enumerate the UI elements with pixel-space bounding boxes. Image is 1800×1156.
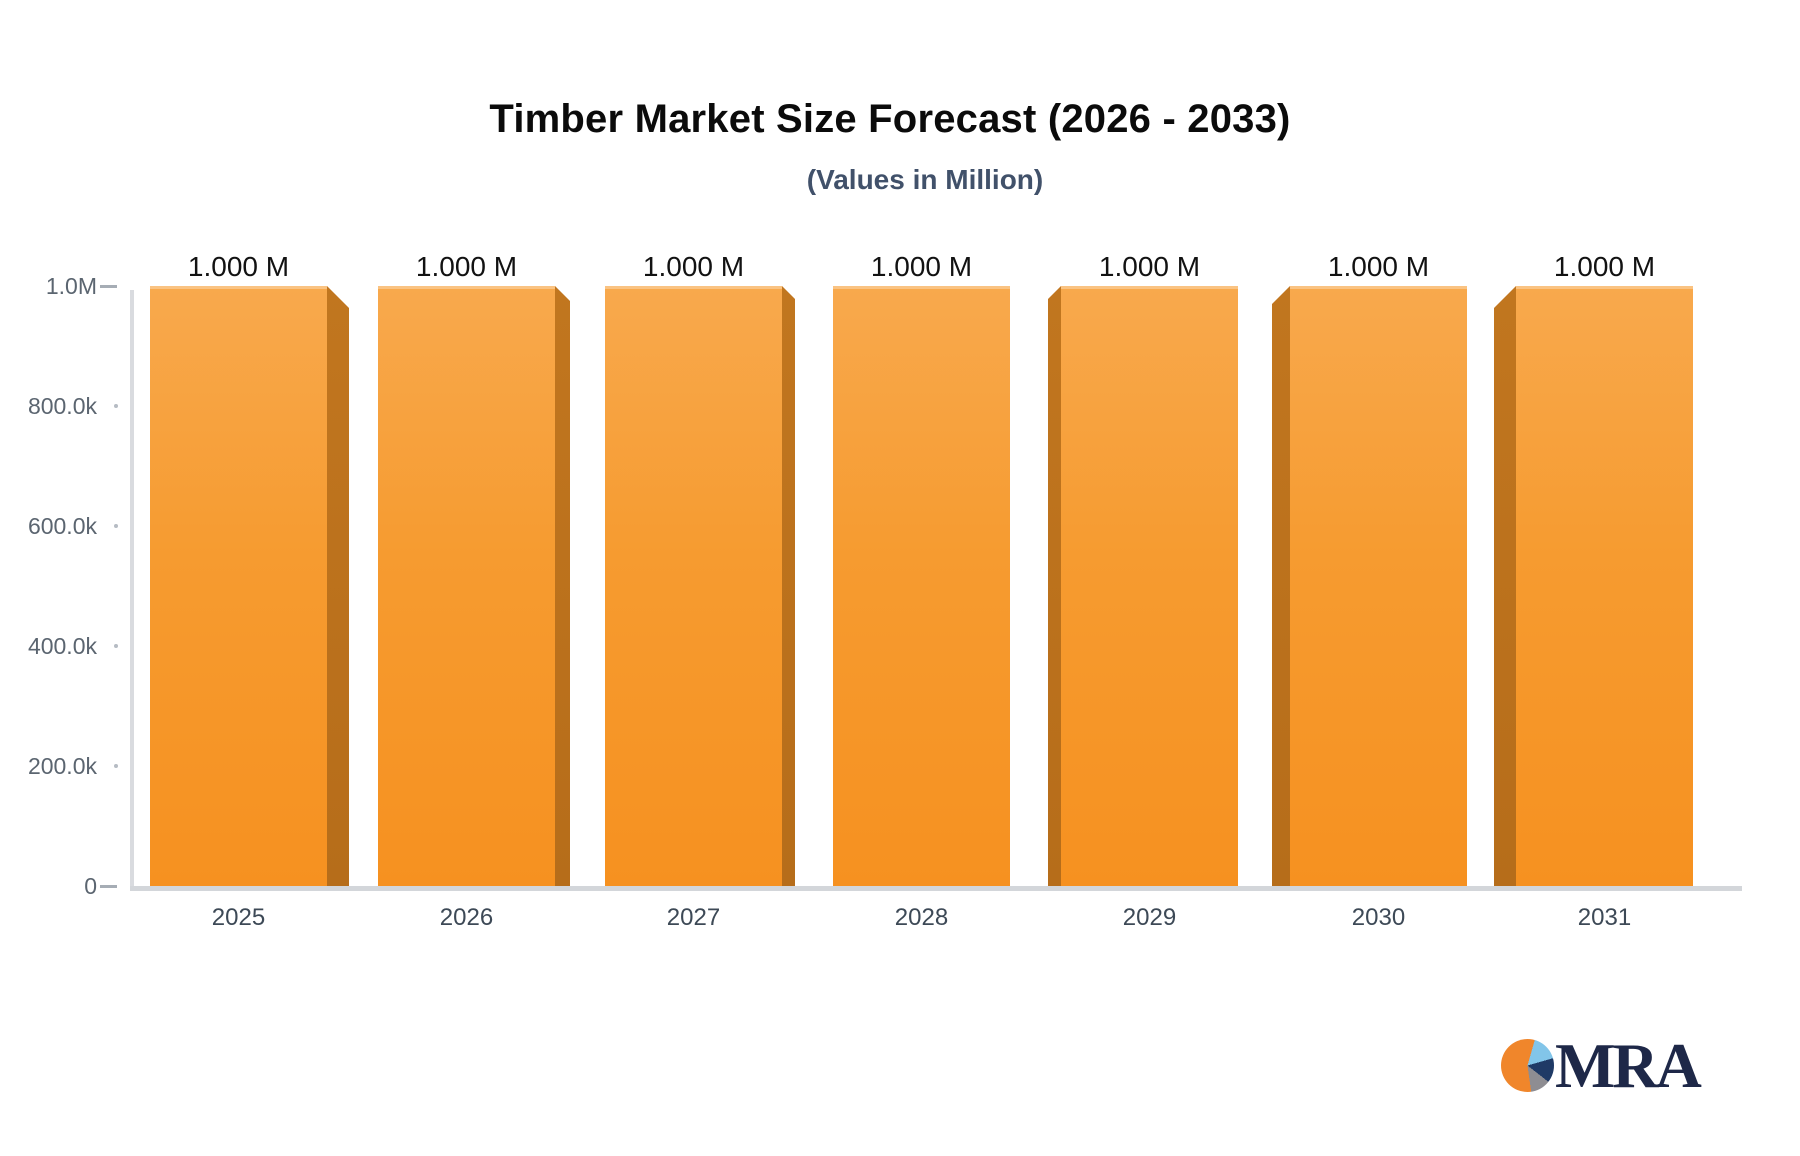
mra-pie-chart-icon: [1501, 1039, 1554, 1092]
bar-2027[interactable]: [605, 286, 795, 886]
y-tick-mark: [114, 764, 118, 768]
bar-value-label-2029: 1.000 M: [1098, 251, 1201, 282]
mra-logo[interactable]: MRA: [1501, 1030, 1702, 1101]
bar-front-face: [1061, 286, 1238, 886]
bar-front-face: [605, 286, 782, 886]
x-tick-label-2026: 2026: [439, 904, 494, 931]
bar-value-label-2031: 1.000 M: [1553, 251, 1656, 282]
y-tick-label-400.0k: 400.0k: [27, 633, 97, 659]
bar-value-label-2028: 1.000 M: [870, 251, 973, 282]
bar-2029[interactable]: [1048, 286, 1238, 886]
y-tick-label-600.0k: 600.0k: [27, 513, 97, 539]
y-tick-label-0: 0: [84, 873, 97, 899]
y-tick-label-1.0M: 1.0M: [45, 273, 97, 299]
bar-3d-side-face: [1048, 286, 1061, 886]
x-tick-label-2028: 2028: [894, 904, 949, 931]
bar-value-label-2026: 1.000 M: [415, 251, 518, 282]
bar-3d-side-face: [327, 286, 349, 886]
x-tick-label-2025: 2025: [211, 904, 266, 931]
x-tick-label-2027: 2027: [666, 904, 721, 931]
bar-2028[interactable]: [833, 286, 1010, 886]
bar-2031[interactable]: [1494, 286, 1693, 886]
bar-front-face: [378, 286, 555, 886]
bar-value-label-2025: 1.000 M: [187, 251, 290, 282]
bar-front-face: [833, 286, 1010, 886]
mra-logo-text: MRA: [1555, 1030, 1702, 1101]
bar-2025[interactable]: [150, 286, 349, 886]
y-tick-label-800.0k: 800.0k: [27, 393, 97, 419]
bar-front-face: [1516, 286, 1693, 886]
y-axis-line: [130, 290, 134, 886]
y-tick-mark: [114, 644, 118, 648]
bar-2030[interactable]: [1272, 286, 1467, 886]
bar-2026[interactable]: [378, 286, 570, 886]
bar-3d-side-face: [1494, 286, 1516, 886]
y-tick-label-200.0k: 200.0k: [27, 753, 97, 779]
y-tick-mark: [100, 285, 117, 288]
bar-value-label-2027: 1.000 M: [642, 251, 745, 282]
bar-value-label-2030: 1.000 M: [1327, 251, 1430, 282]
chart-title: Timber Market Size Forecast (2026 - 2033…: [489, 97, 1291, 141]
x-tick-label-2031: 2031: [1577, 904, 1632, 931]
y-tick-mark: [100, 885, 117, 888]
chart-subtitle: (Values in Million): [806, 164, 1044, 195]
x-tick-label-2030: 2030: [1351, 904, 1406, 931]
x-tick-label-2029: 2029: [1122, 904, 1177, 931]
bar-3d-side-face: [1272, 286, 1290, 886]
y-tick-mark: [114, 524, 118, 528]
bar-front-face: [1290, 286, 1467, 886]
x-axis-line: [130, 886, 1742, 891]
bar-front-face: [150, 286, 327, 886]
y-tick-mark: [114, 404, 118, 408]
bar-3d-side-face: [555, 286, 570, 886]
bar-3d-side-face: [782, 286, 795, 886]
